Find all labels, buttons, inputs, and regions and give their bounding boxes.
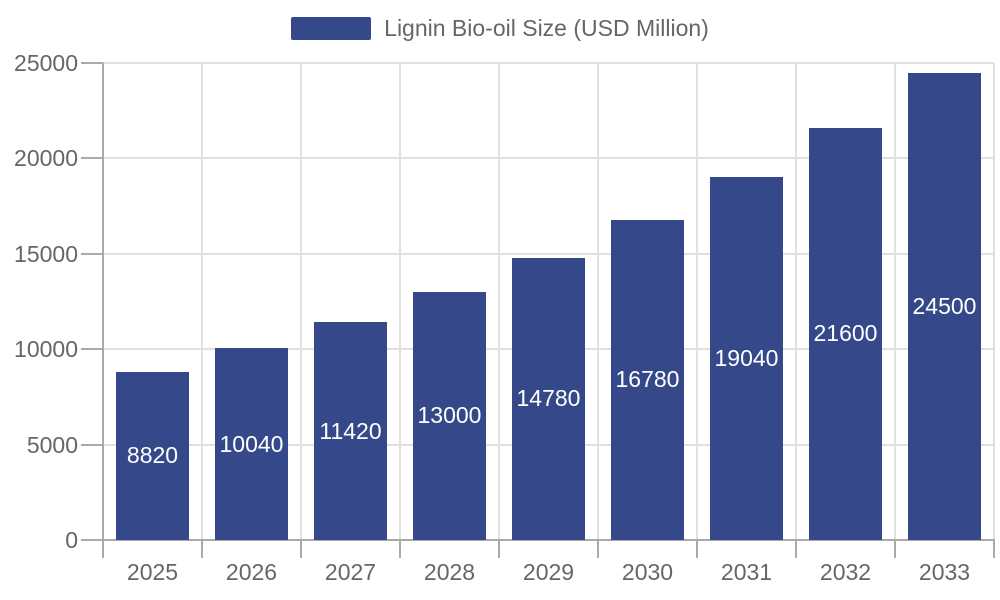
bar-2031[interactable]: 19040 — [710, 176, 783, 540]
x-axis-tick — [993, 540, 995, 558]
bar-2029[interactable]: 14780 — [512, 257, 585, 540]
bar-value-label: 10040 — [219, 430, 284, 457]
x-axis-line — [102, 539, 995, 541]
y-axis-tick — [81, 443, 103, 446]
x-tick-label-2030: 2030 — [621, 559, 674, 585]
x-tick-label-2032: 2032 — [819, 559, 872, 585]
bar-2027[interactable]: 11420 — [314, 322, 387, 540]
bar-value-label: 14780 — [516, 385, 581, 412]
bar-value-label: 19040 — [714, 344, 779, 371]
gridline-vertical — [300, 63, 302, 540]
gridline-vertical — [696, 63, 698, 540]
bar-2033[interactable]: 24500 — [908, 72, 981, 540]
x-axis-tick — [498, 540, 500, 558]
bar-value-label: 13000 — [417, 402, 482, 429]
y-axis-tick — [81, 62, 103, 64]
gridline-vertical — [894, 63, 896, 540]
x-axis-tick — [201, 540, 203, 558]
gridline-horizontal — [103, 62, 994, 64]
y-axis-tick — [81, 348, 103, 351]
x-tick-label-2025: 2025 — [126, 559, 179, 585]
x-tick-label-2028: 2028 — [423, 559, 476, 585]
x-tick-label-2033: 2033 — [918, 559, 971, 585]
y-tick-label: 20000 — [14, 145, 78, 172]
x-tick-label-2031: 2031 — [720, 559, 773, 585]
x-tick-label-2026: 2026 — [225, 559, 278, 585]
y-tick-label: 0 — [65, 527, 78, 553]
x-axis-tick — [300, 540, 302, 558]
gridline-vertical — [795, 63, 797, 540]
x-tick-label-2027: 2027 — [324, 559, 377, 585]
y-axis-tick — [81, 539, 103, 541]
x-tick-label-2029: 2029 — [522, 559, 575, 585]
x-axis-tick — [399, 540, 401, 558]
gridline-vertical — [597, 63, 599, 540]
x-axis-tick — [696, 540, 698, 558]
gridline-horizontal — [103, 157, 994, 160]
bar-2026[interactable]: 10040 — [215, 348, 288, 540]
bar-2028[interactable]: 13000 — [413, 291, 486, 540]
bar-value-label: 16780 — [615, 366, 680, 393]
gridline-vertical — [201, 63, 203, 540]
y-axis-line — [102, 63, 104, 540]
y-tick-label: 5000 — [26, 431, 78, 458]
bar-2030[interactable]: 16780 — [611, 219, 684, 540]
x-axis-tick — [795, 540, 797, 558]
legend[interactable]: Lignin Bio-oil Size (USD Million) — [0, 15, 1000, 42]
bar-value-label: 11420 — [319, 417, 382, 444]
bar-value-label: 24500 — [912, 292, 977, 319]
x-axis-tick — [597, 540, 599, 558]
y-tick-label: 15000 — [14, 240, 78, 267]
bar-value-label: 21600 — [813, 320, 878, 347]
y-tick-label: 25000 — [14, 50, 78, 76]
x-axis-tick — [102, 540, 104, 558]
gridline-vertical — [993, 63, 995, 540]
x-axis-tick — [894, 540, 896, 558]
y-axis-tick — [81, 252, 103, 255]
gridline-horizontal — [103, 252, 994, 255]
y-axis-tick — [81, 157, 103, 160]
legend-label: Lignin Bio-oil Size (USD Million) — [384, 15, 709, 41]
y-tick-label: 10000 — [14, 336, 78, 363]
bar-2025[interactable]: 8820 — [116, 371, 189, 540]
bar-2032[interactable]: 21600 — [809, 127, 882, 540]
bar-value-label: 8820 — [126, 442, 179, 469]
legend-swatch-icon — [291, 17, 372, 40]
gridline-vertical — [498, 63, 500, 540]
gridline-vertical — [399, 63, 401, 540]
